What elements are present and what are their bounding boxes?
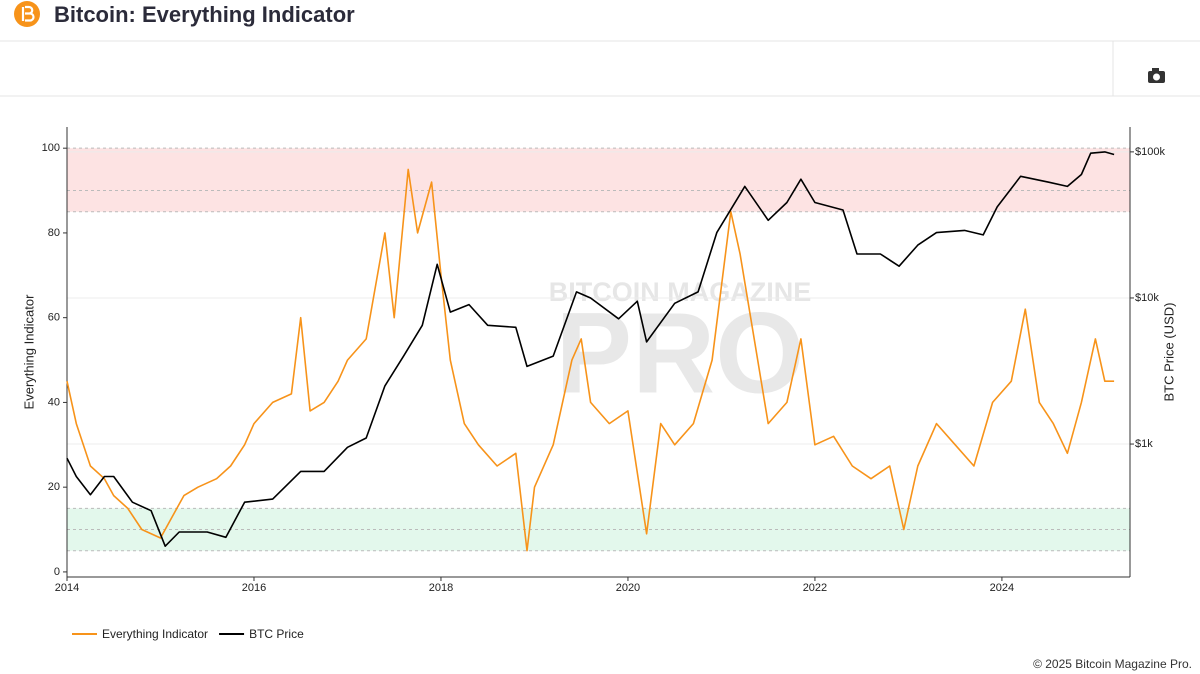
page-title: Bitcoin: Everything Indicator xyxy=(54,2,355,27)
y2-axis-label: BTC Price (USD) xyxy=(1161,303,1176,402)
camera-top xyxy=(1152,68,1159,72)
zone-band xyxy=(67,148,1130,212)
x-tick-label: 2014 xyxy=(55,582,79,594)
y-tick-label: 60 xyxy=(48,312,60,324)
y2-tick-label: $10k xyxy=(1135,292,1159,304)
y-tick-label: 100 xyxy=(42,142,60,154)
x-tick-label: 2020 xyxy=(616,582,640,594)
camera-button[interactable] xyxy=(1148,68,1165,83)
zone-band xyxy=(67,508,1130,551)
x-tick-label: 2018 xyxy=(429,582,453,594)
y-tick-label: 20 xyxy=(48,481,60,493)
x-tick-label: 2022 xyxy=(803,582,827,594)
y-tick-label: 0 xyxy=(54,566,60,578)
series-line xyxy=(66,151,1115,547)
y-axis-label: Everything Indicator xyxy=(21,294,36,410)
y2-tick-label: $1k xyxy=(1135,438,1153,450)
camera-lens xyxy=(1153,73,1160,81)
y2-tick-label: $100k xyxy=(1135,146,1165,158)
series-line xyxy=(66,168,1115,552)
legend-label: Everything Indicator xyxy=(102,627,208,641)
footer: © 2025 Bitcoin Magazine Pro. xyxy=(1033,657,1192,671)
watermark: BITCOIN MAGAZINE xyxy=(549,277,812,307)
y-tick-label: 40 xyxy=(48,396,60,408)
y-tick-label: 80 xyxy=(48,227,60,239)
x-tick-label: 2024 xyxy=(990,582,1014,594)
legend-label: BTC Price xyxy=(249,627,304,641)
x-tick-label: 2016 xyxy=(242,582,266,594)
bitcoin-icon-glyph xyxy=(21,5,35,22)
watermark: PRO xyxy=(555,289,804,417)
